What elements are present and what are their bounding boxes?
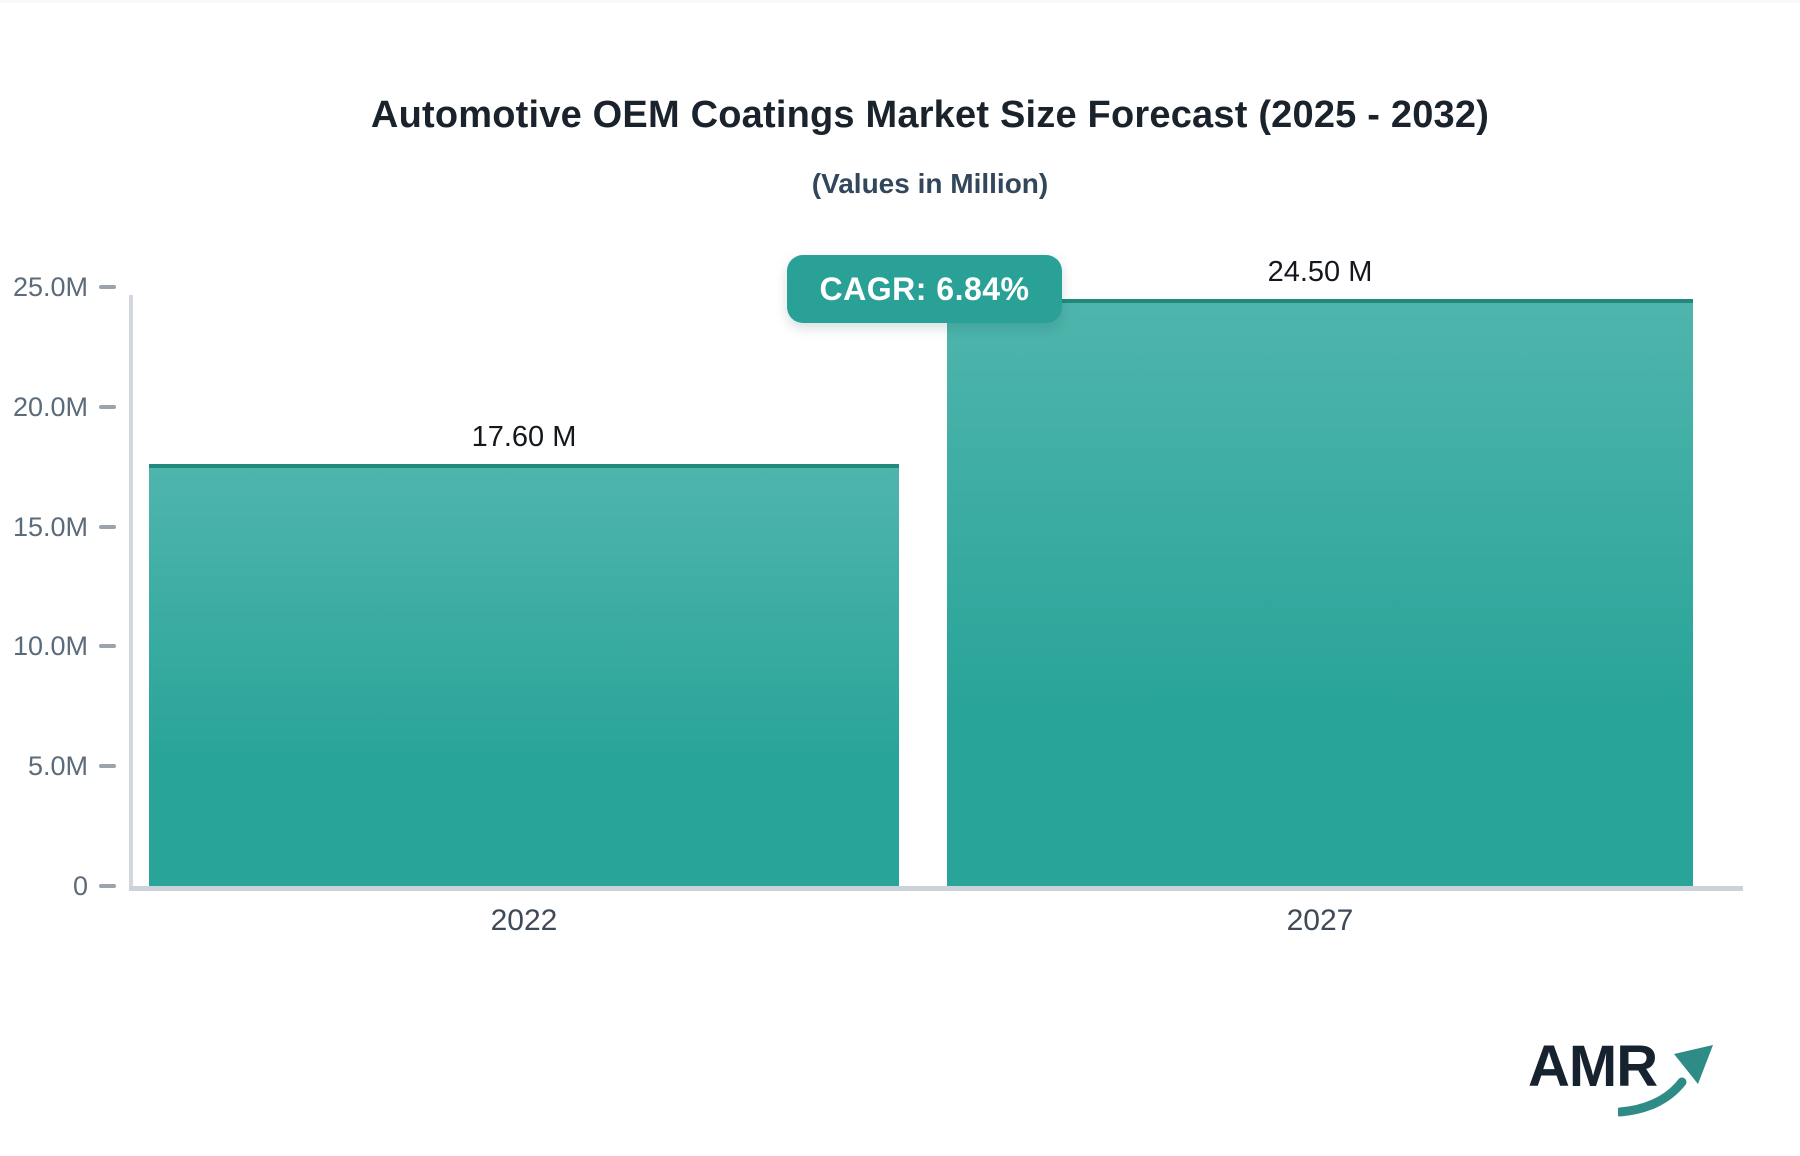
y-axis-tick-label: 5.0M	[27, 751, 88, 782]
trend-up-arrow-icon	[1618, 1045, 1713, 1117]
cagr-badge-label: CAGR: 6.84%	[819, 270, 1030, 307]
bar-value-label: 17.60 M	[471, 421, 577, 454]
x-axis-tick-label: 2027	[1286, 904, 1354, 937]
y-axis-tick-mark	[99, 884, 116, 888]
y-axis-tick-label: 20.0M	[12, 391, 88, 422]
top-border-strip	[0, 0, 1800, 3]
y-axis-line	[129, 295, 133, 890]
amr-logo: AMR	[1528, 1034, 1713, 1119]
y-axis-tick-label: 10.0M	[12, 631, 88, 662]
y-axis-tick-label: 0	[72, 871, 88, 901]
bar-2022	[149, 464, 899, 886]
amr-logo-text: AMR	[1528, 1034, 1658, 1099]
x-axis-tick-label: 2022	[490, 904, 558, 937]
bar-2027	[947, 298, 1693, 886]
cagr-badge: CAGR: 6.84%	[787, 255, 1062, 323]
y-axis-tick-label: 15.0M	[12, 511, 88, 542]
y-axis-tick-label: 25.0M	[12, 272, 88, 302]
y-axis-tick-mark	[99, 644, 116, 649]
y-axis-tick-mark	[99, 764, 116, 769]
chart-subtitle: (Values in Million)	[811, 168, 1049, 199]
chart-title: Automotive OEM Coatings Market Size Fore…	[370, 94, 1490, 136]
bar-value-label: 24.50 M	[1267, 255, 1373, 288]
y-axis-tick-mark	[99, 524, 116, 529]
y-axis-tick-mark	[99, 404, 116, 409]
y-axis-tick-mark	[99, 285, 116, 289]
x-axis-line	[129, 886, 1743, 891]
